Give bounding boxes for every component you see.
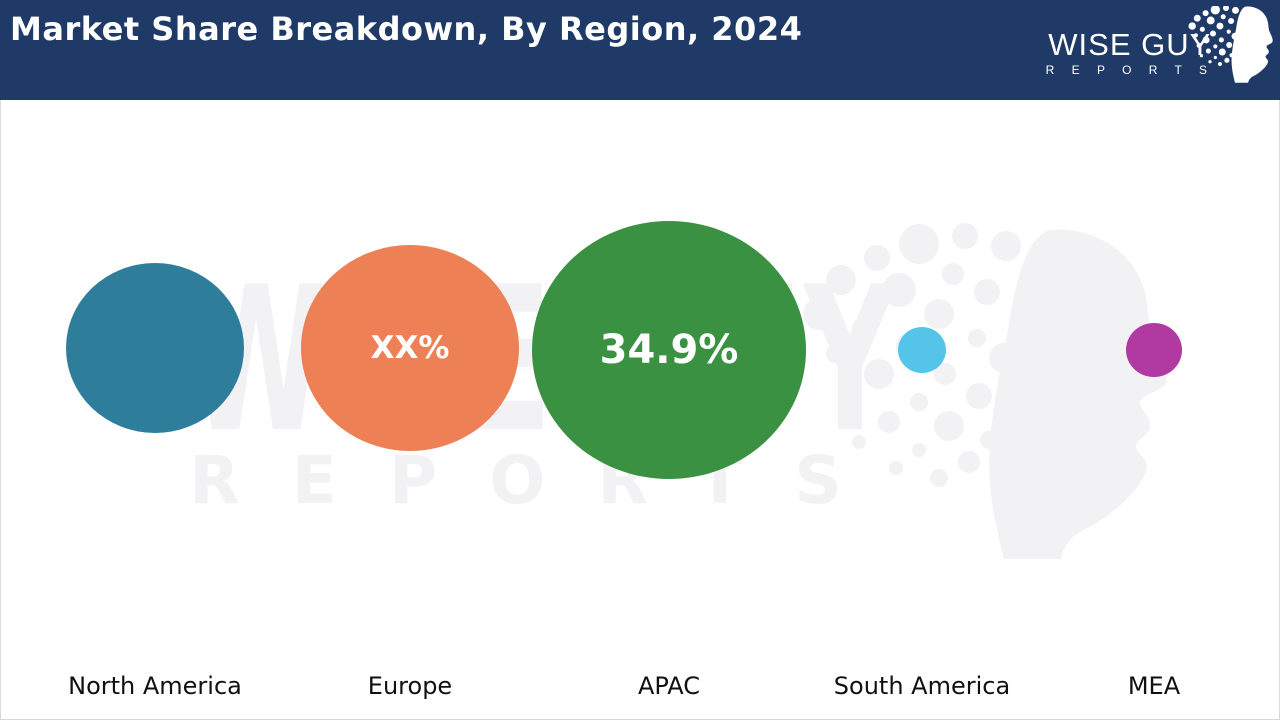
wise-guy-logo: WISE GUY R E P O R T S	[1046, 6, 1276, 85]
bubble-mea	[1126, 323, 1182, 377]
bubble-europe: XX%	[301, 245, 519, 451]
bubble-value-label: 34.9%	[599, 327, 739, 373]
header-bar: Market Share Breakdown, By Region, 2024 …	[0, 0, 1280, 100]
chart-area: WISE GUY REPORTS North AmericaXX%Europe3…	[0, 100, 1280, 720]
bubble-apac: 34.9%	[532, 221, 806, 479]
bubble-south-america	[898, 327, 946, 373]
category-label-mea: MEA	[1127, 672, 1181, 700]
category-label-north-america: North America	[68, 672, 242, 700]
logo-tagline: R E P O R T S	[1045, 62, 1214, 77]
logo-wordmark: WISE GUY	[1048, 26, 1212, 62]
category-label-south-america: South America	[833, 672, 1011, 700]
category-label-apac: APAC	[637, 672, 701, 700]
watermark-tagline: REPORTS	[189, 442, 894, 519]
logo-text: WISE GUY R E P O R T S	[1046, 29, 1214, 77]
page-title: Market Share Breakdown, By Region, 2024	[10, 10, 803, 48]
category-label-europe: Europe	[367, 672, 453, 700]
bubble-north-america	[66, 263, 244, 433]
dotted-head-icon	[1188, 6, 1273, 83]
bubble-value-label: XX%	[370, 330, 450, 366]
